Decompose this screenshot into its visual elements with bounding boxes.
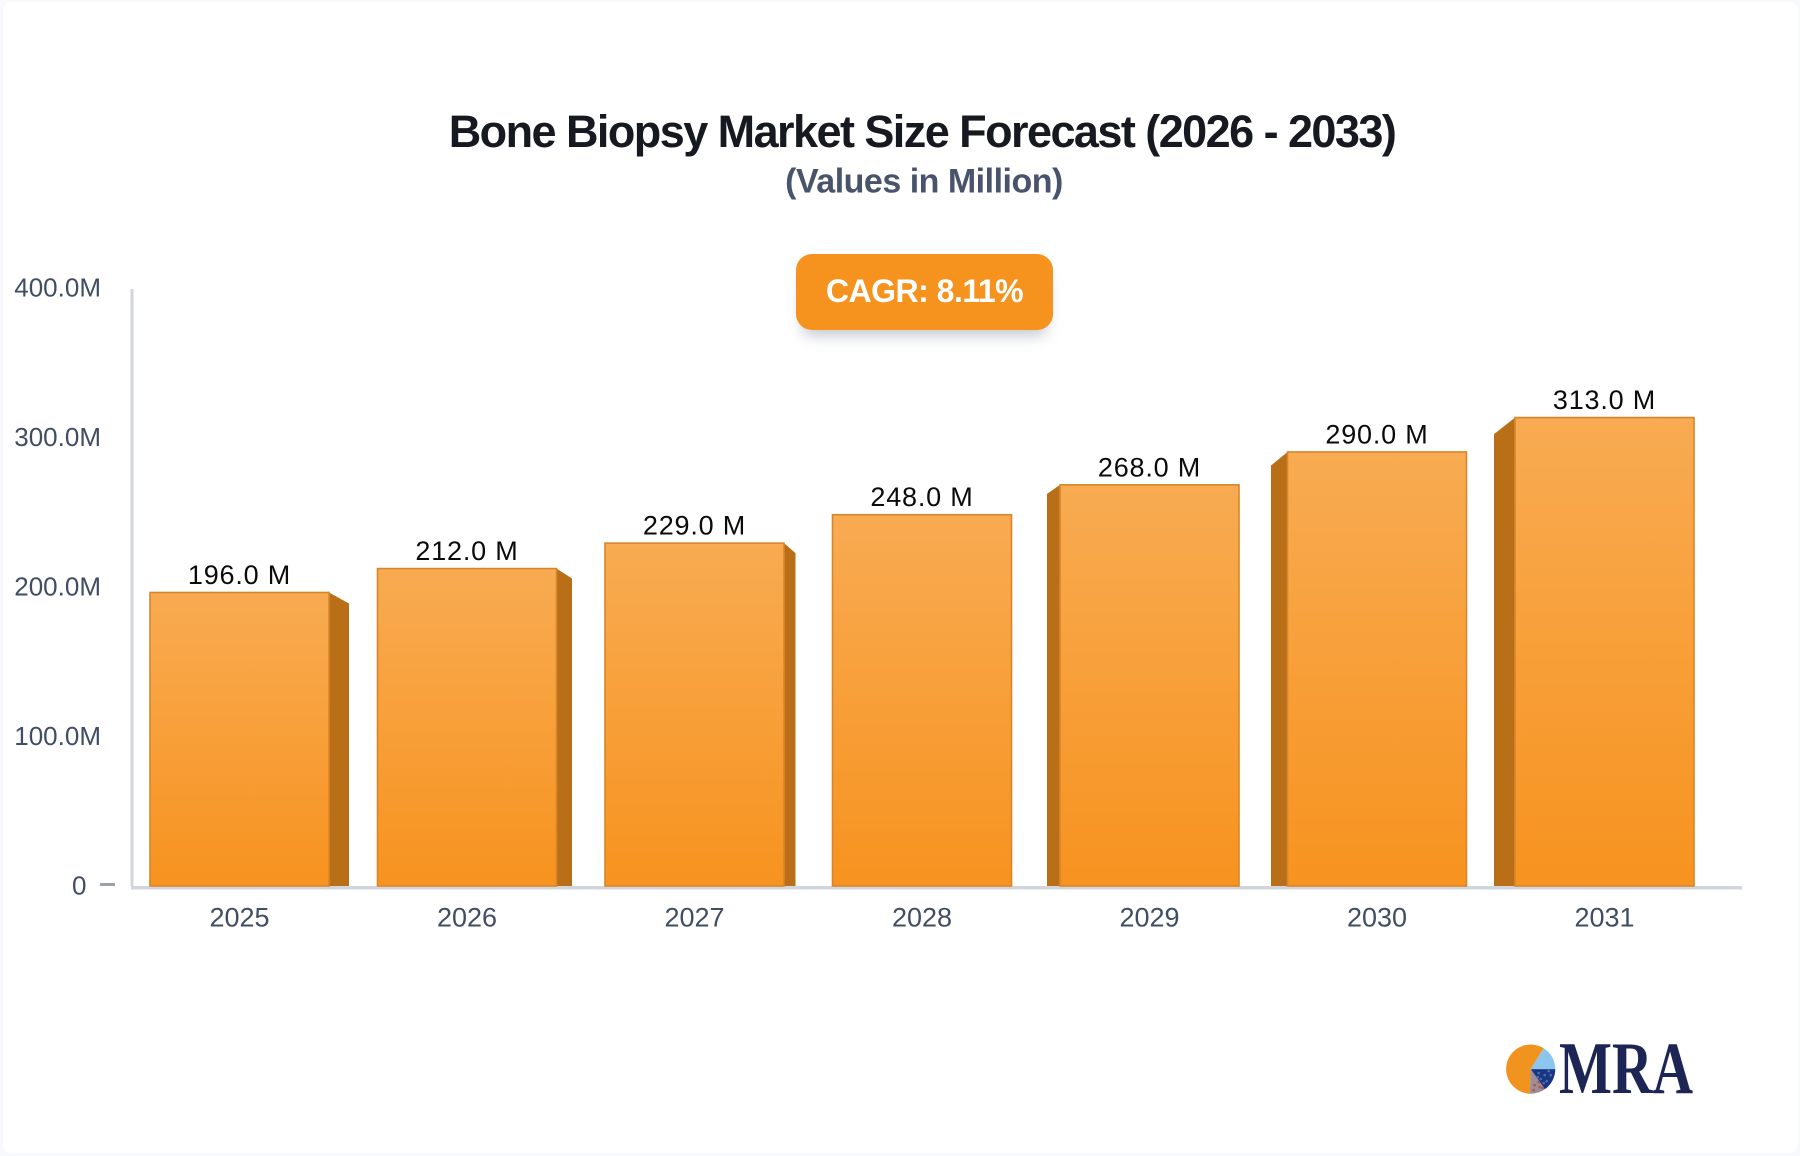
svg-text:300.0M: 300.0M bbox=[14, 422, 101, 452]
svg-text:2026: 2026 bbox=[437, 903, 497, 933]
svg-text:200.0M: 200.0M bbox=[14, 572, 101, 602]
svg-text:2027: 2027 bbox=[664, 903, 724, 933]
svg-text:400.0M: 400.0M bbox=[14, 273, 101, 303]
svg-text:313.0 M: 313.0 M bbox=[1553, 385, 1656, 415]
svg-text:2031: 2031 bbox=[1574, 903, 1634, 933]
svg-text:0: 0 bbox=[72, 871, 86, 901]
svg-text:2028: 2028 bbox=[892, 903, 952, 933]
svg-text:290.0 M: 290.0 M bbox=[1325, 419, 1428, 449]
svg-text:MRA: MRA bbox=[1559, 1028, 1693, 1110]
svg-text:229.0 M: 229.0 M bbox=[643, 511, 746, 541]
svg-text:2029: 2029 bbox=[1119, 903, 1179, 933]
svg-text:248.0 M: 248.0 M bbox=[870, 482, 973, 512]
svg-text:196.0 M: 196.0 M bbox=[188, 560, 291, 590]
svg-text:2025: 2025 bbox=[209, 903, 269, 933]
svg-text:2030: 2030 bbox=[1347, 903, 1407, 933]
svg-text:212.0 M: 212.0 M bbox=[415, 536, 518, 566]
svg-text:100.0M: 100.0M bbox=[14, 721, 101, 751]
svg-text:268.0 M: 268.0 M bbox=[1098, 452, 1201, 482]
